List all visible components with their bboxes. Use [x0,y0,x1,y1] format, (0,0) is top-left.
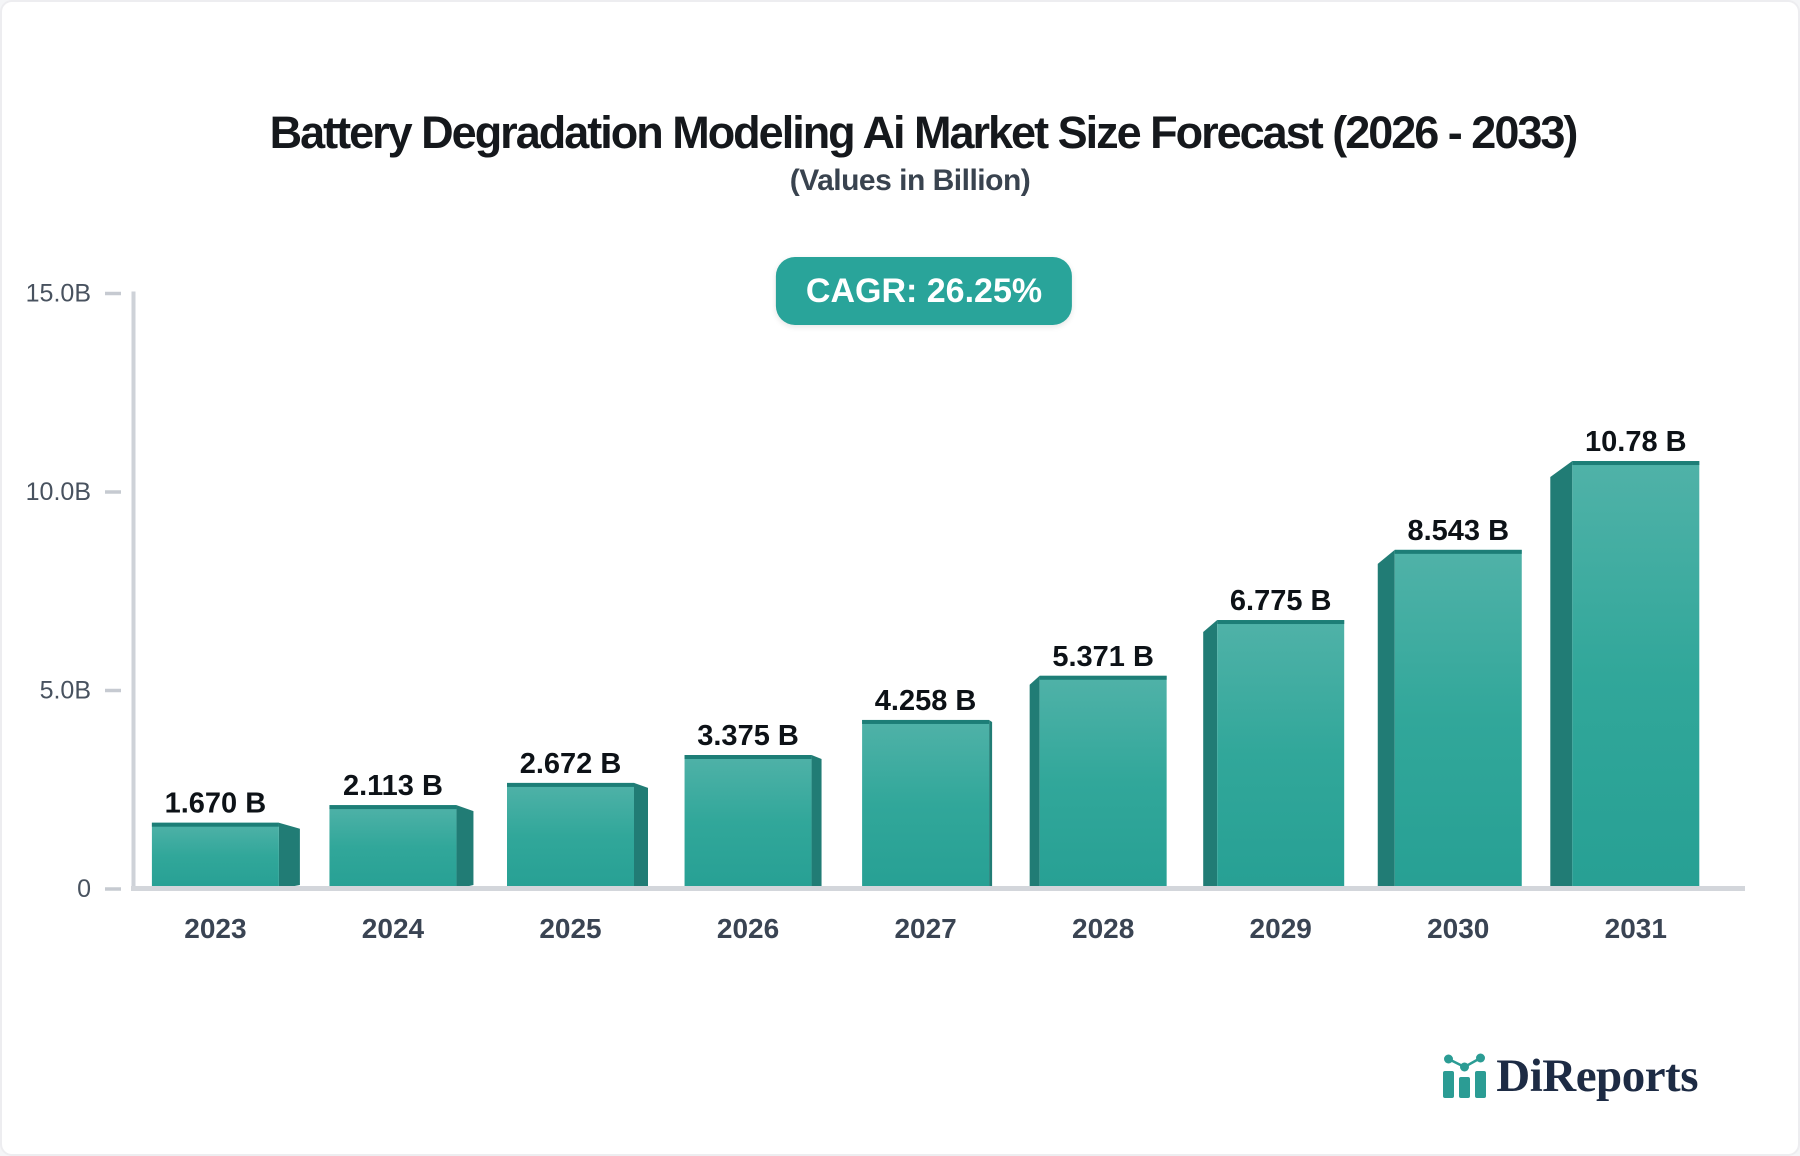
bar-side-face [1203,620,1218,889]
bar-2029: 6.775 B 2029 [1203,585,1345,944]
bar-2031: 10.78 B 2031 [1550,426,1700,944]
bar-2028: 5.371 B 2028 [1029,641,1167,944]
y-axis-tick-label: 5.0B [40,677,91,705]
brand-logo-icon [1443,1053,1487,1098]
bar-face [329,805,457,889]
bar-side-face [278,822,300,889]
bar-value-label: 2.113 B [343,770,443,802]
x-axis-label: 2023 [184,913,246,944]
bar-top-edge [1394,549,1522,554]
bar-value-label: 8.543 B [1407,515,1509,547]
brand-logo-text: DiReports [1496,1049,1698,1102]
bar-2023: 1.670 B 2023 [151,788,300,944]
cagr-badge: CAGR: 26.25% [775,257,1073,325]
x-axis-label: 2030 [1427,913,1489,944]
bar-top-edge [507,782,634,787]
bar-value-label: 10.78 B [1585,426,1687,458]
bar-side-face [634,782,648,889]
bar-face [684,755,812,889]
brand-logo: DiReports [1443,1049,1698,1102]
bar-side-face [1550,461,1573,889]
x-axis-label: 2024 [362,913,425,944]
bar-side-face [1377,549,1395,889]
bar-face [507,782,634,889]
y-axis-tick-label: 15.0B [26,280,91,308]
bar-side-face [1029,675,1040,889]
chart-title: Battery Degradation Modeling Ai Market S… [269,107,1579,158]
bar-top-edge [329,805,457,810]
bar-face [862,719,990,889]
x-axis-label: 2028 [1072,913,1134,944]
cagr-badge-label: CAGR: 26.25% [805,272,1043,310]
bar-side-face [811,755,822,889]
bar-2024: 2.113 B 2024 [329,770,474,944]
bar-face [1217,620,1345,889]
bar-top-edge [862,719,990,724]
bar-top-edge [1217,620,1345,625]
bar-top-edge [1039,675,1167,680]
bar-2030: 8.543 B 2030 [1377,515,1522,944]
bar-top-edge [684,755,812,760]
y-axis-tick-label: 10.0B [26,478,91,506]
bar-side-face [989,719,993,889]
bar-value-label: 6.775 B [1230,585,1332,617]
x-axis-label: 2026 [717,913,779,944]
bar-face [1039,675,1167,889]
bar-side-face [456,805,474,889]
bar-value-label: 1.670 B [165,788,267,820]
bar-top-edge [1572,461,1700,466]
chart-subtitle: (Values in Billion) [789,164,1031,197]
bar-2027: 4.258 B 2027 [862,685,993,944]
bar-value-label: 4.258 B [875,685,977,717]
bar-value-label: 2.672 B [520,748,622,780]
x-axis-label: 2029 [1250,913,1312,944]
bar-2025: 2.672 B 2025 [507,748,648,944]
x-axis-label: 2031 [1605,913,1667,944]
bar-2026: 3.375 B 2026 [684,720,822,944]
bar-face [1394,549,1522,889]
bar-face [1572,461,1700,889]
bar-value-label: 3.375 B [697,720,799,752]
bar-top-edge [151,822,279,827]
y-axis-tick-label: 0 [77,875,91,903]
bar-face [151,822,279,889]
x-axis-label: 2025 [539,913,601,944]
x-axis-label: 2027 [894,913,956,944]
bar-value-label: 5.371 B [1052,641,1154,673]
